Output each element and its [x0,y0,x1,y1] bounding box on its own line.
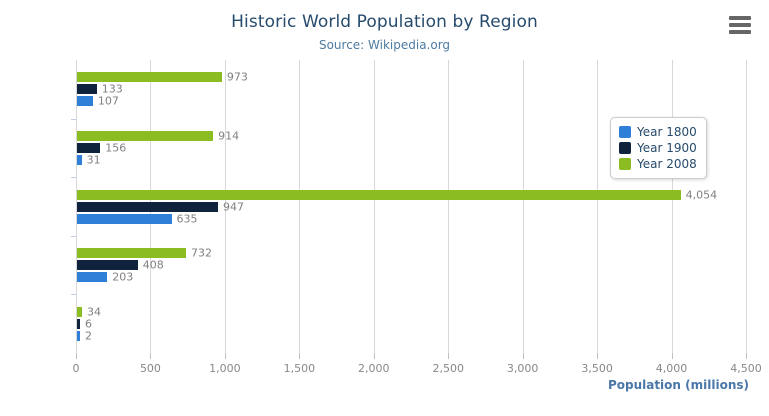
legend-swatch-icon [619,158,631,170]
gridline [597,60,599,353]
bar[interactable] [77,306,83,317]
x-axis-tick [150,353,152,359]
legend-label: Year 2008 [637,157,697,171]
bar[interactable] [77,318,80,329]
gridline [522,60,524,353]
gridline [224,60,226,353]
x-axis-tick [448,353,450,359]
legend-item[interactable]: Year 2008 [619,156,697,172]
bar-data-label: 6 [85,317,92,331]
x-axis-tick [522,353,524,359]
bar[interactable] [77,213,172,224]
bar[interactable] [77,248,186,259]
hamburger-bar-2 [729,23,751,27]
x-axis-tick [373,353,375,359]
gridline [746,60,747,353]
bar-data-label: 914 [218,129,240,143]
x-axis-tick-label: 500 [139,362,161,375]
x-axis-tick [224,353,226,359]
bar-data-label: 732 [190,246,212,260]
bar[interactable] [77,272,108,283]
x-axis-tick-label: 4,500 [730,362,762,375]
x-axis-tick-label: 4,000 [655,362,688,375]
bar-data-label: 947 [222,200,244,213]
gridline [299,60,301,353]
x-axis-tick [299,353,301,359]
x-axis-tick-label: 3,000 [506,362,539,375]
bar[interactable] [77,84,97,95]
hamburger-bar-1 [729,16,751,20]
x-axis-tick-label: 2,000 [358,362,390,375]
chart-title: Historic World Population by Region [231,12,538,32]
y-axis-tick [71,235,76,237]
legend-label: Year 1900 [637,141,697,155]
bar-data-label: 156 [105,141,127,155]
bar[interactable] [77,130,214,141]
hamburger-bar-3 [729,30,751,34]
gridline [671,60,673,353]
chart-legend[interactable]: Year 1800 Year 1900 Year 2008 [610,117,707,179]
bar[interactable] [77,189,681,200]
bar-data-label: 107 [97,94,119,108]
legend-item[interactable]: Year 1900 [619,140,697,156]
legend-label: Year 1800 [637,125,697,139]
x-axis-tick-label: 1,500 [283,362,316,375]
plot-area: 0 500 1,000 1,500 2,000 2,500 3,000 3,500 4,000 4… [71,60,762,375]
x-axis-tick [671,353,673,359]
x-axis-tick-label: 1,000 [209,362,241,375]
chart-subtitle: Source: Wikipedia.org [318,38,451,52]
bar[interactable] [77,154,82,165]
bar[interactable] [77,142,101,153]
legend-swatch-icon [619,126,631,138]
bar[interactable] [77,96,93,107]
y-axis-tick [71,294,76,296]
bar-data-label: 34 [87,305,102,319]
x-axis-tick [597,353,599,359]
x-axis-tick [76,353,77,359]
bar-data-label: 4,054 [685,188,718,201]
x-axis-tick [746,353,747,359]
legend-item[interactable]: Year 1800 [619,124,697,140]
bar-data-label: 973 [226,70,248,84]
x-axis-tick-label: 3,500 [581,362,613,375]
x-axis-title: Population (millions) [607,378,749,392]
x-axis-tick-label: 0 [72,362,80,375]
gridline [373,60,375,353]
gridline [76,60,77,353]
bar-data-label: 408 [142,258,164,272]
bar[interactable] [77,201,218,212]
bar-data-label: 31 [86,153,101,167]
bar-data-label: 133 [101,82,123,96]
bar-data-label: 2 [85,329,92,343]
bar-data-label: 203 [112,270,134,284]
bar[interactable] [77,72,222,83]
y-axis-tick [71,118,76,120]
bar[interactable] [77,260,138,271]
bar-data-label: 635 [176,212,198,225]
legend-swatch-icon [619,142,631,154]
gridline [448,60,450,353]
hamburger-icon[interactable] [729,16,751,34]
y-axis-tick [71,177,76,179]
x-axis-tick-label: 2,500 [432,362,464,375]
bar[interactable] [77,330,80,341]
